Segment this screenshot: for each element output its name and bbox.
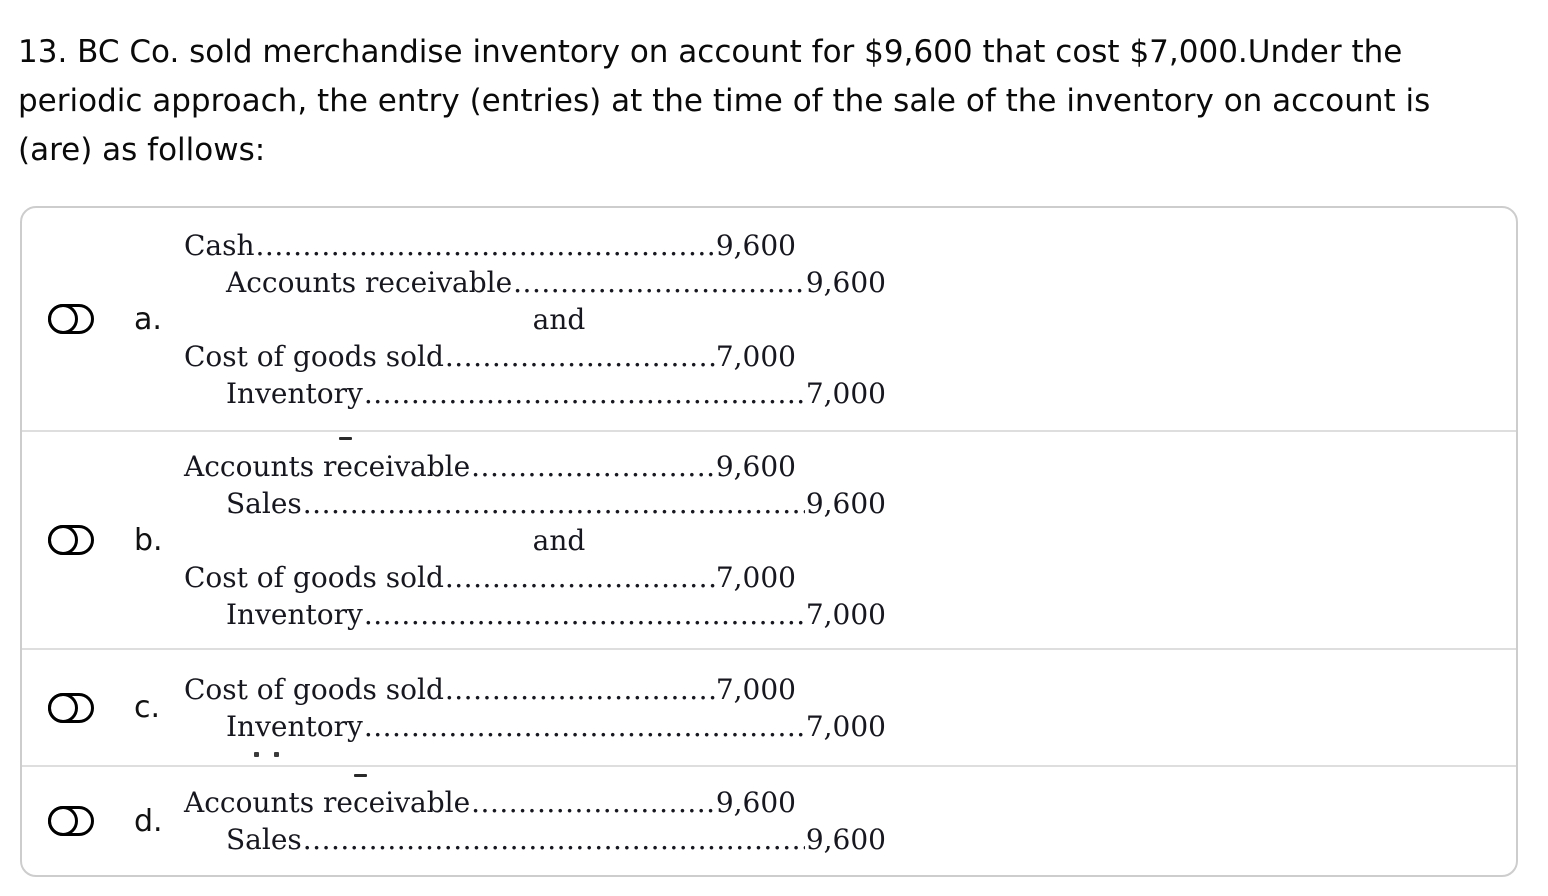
amount: 7,000 [805,709,886,743]
question-line: 13. BC Co. sold merchandise inventory on… [18,34,1403,70]
amount: 9,600 [805,265,886,299]
amount: 9,600 [805,486,886,520]
amount: 7,000 [805,376,886,410]
journal-line: Accounts receivable 9,600 [184,448,796,485]
amount: 9,600 [715,786,796,819]
entry-connector: and [532,523,586,557]
account-name: Inventory [226,597,363,631]
amount: 9,600 [715,449,796,483]
radio-button-icon[interactable] [48,692,94,723]
option-c: c. Cost of goods sold 7,000 Inventory 7,00… [22,648,1516,765]
answer-options-card: a. Cash 9,600 Accounts receivable 9,600 an… [20,206,1518,877]
dot-leader [471,784,715,821]
option-d: d. Accounts receivable 9,600 Sales 9,600 [22,765,1516,875]
journal-line: Accounts receivable 9,600 [226,264,886,301]
option-a: a. Cash 9,600 Accounts receivable 9,600 an… [22,208,1516,430]
question-text: 13. BC Co. sold merchandise inventory on… [18,28,1430,175]
account-name: Sales [226,823,302,856]
amount: 7,000 [715,672,796,706]
dot-leader [364,708,805,745]
journal-line: Inventory 7,000 [226,596,886,633]
dot-leader [364,375,805,412]
radio-button-icon[interactable] [48,525,94,555]
journal-entry-d: Accounts receivable 9,600 Sales 9,600 [184,774,944,858]
account-name: Cost of goods sold [184,560,444,594]
dot-leader [303,485,805,522]
radio-button-icon[interactable] [48,806,94,836]
option-letter: b. [134,522,163,558]
dot-leader [303,821,805,858]
dot-leader [256,227,715,264]
journal-line: Accounts receivable 9,600 [184,784,796,821]
amount: 9,600 [715,228,796,262]
account-name: Accounts receivable [184,786,471,819]
journal-line: Inventory 7,000 [226,375,886,412]
dot-leader [364,596,805,633]
journal-line: Sales 9,600 [226,485,886,522]
account-name: Inventory [226,709,363,743]
journal-line: Cost of goods sold 7,000 [184,671,796,708]
entry-connector: and [532,302,586,336]
journal-line: Cost of goods sold 7,000 [184,338,796,375]
question-line: periodic approach, the entry (entries) a… [18,83,1431,119]
journal-line: Sales 9,600 [226,821,886,858]
dot-leader [445,338,715,375]
amount: 7,000 [715,560,796,594]
dot-leader [445,671,715,708]
account-name: Cost of goods sold [184,672,444,706]
amount: 9,600 [805,823,886,856]
radio-button-icon[interactable] [48,304,94,334]
journal-entry-a: Cash 9,600 Accounts receivable 9,600 and C… [184,227,944,412]
account-name: Cash [184,228,255,262]
account-name: Accounts receivable [226,265,513,299]
option-letter: d. [134,803,163,839]
amount: 7,000 [805,597,886,631]
amount: 7,000 [715,339,796,373]
journal-entry-b: Accounts receivable9,600 Sales9,600 and … [184,436,944,633]
scan-artifact-dash [354,774,367,777]
scan-artifact-dash [339,436,352,440]
option-letter: a. [134,301,162,337]
account-name: Inventory [226,376,363,410]
dot-leader [471,448,715,485]
option-b: b. Accounts receivable 9,600 Sales 9,600 a… [22,430,1516,648]
option-letter: c. [134,690,161,725]
dot-leader [513,264,805,301]
account-name: Accounts receivable [184,449,471,483]
dot-leader [445,559,715,596]
scan-artifact-dots [254,751,259,757]
journal-line: Inventory 7,000 [226,708,886,745]
journal-line: Cost of goods sold 7,000 [184,559,796,596]
account-name: Cost of goods sold [184,339,444,373]
journal-line: Cash 9,600 [184,227,796,264]
journal-entry-c: Cost of goods sold 7,000 Inventory 7,000 [184,671,944,757]
account-name: Sales [226,486,302,520]
question-line: (are) as follows: [18,132,266,168]
